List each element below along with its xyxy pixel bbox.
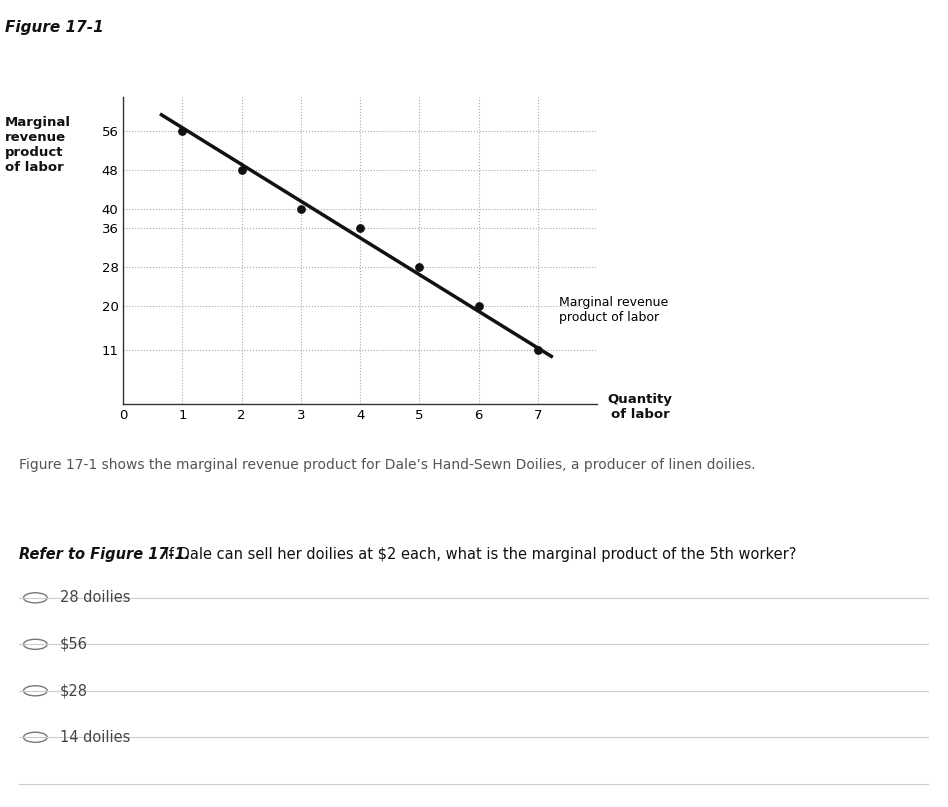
Text: If Dale can sell her doilies at $2 each, what is the marginal product of the 5th: If Dale can sell her doilies at $2 each,… (160, 547, 796, 562)
Text: Quantity
of labor: Quantity of labor (608, 393, 672, 421)
Text: Marginal revenue
product of labor: Marginal revenue product of labor (558, 296, 668, 324)
Text: $56: $56 (60, 637, 88, 652)
Point (471, 299, 486, 312)
Point (411, 261, 427, 274)
Point (234, 163, 249, 176)
Point (353, 222, 368, 235)
Text: Figure 17-1 shows the marginal revenue product for Dale’s Hand-Sewn Doilies, a p: Figure 17-1 shows the marginal revenue p… (19, 458, 756, 472)
Text: 14 doilies: 14 doilies (60, 730, 130, 745)
Point (294, 203, 309, 215)
Text: 28 doilies: 28 doilies (60, 591, 131, 605)
Text: Marginal
revenue
product
of labor: Marginal revenue product of labor (5, 116, 71, 174)
Text: Refer to Figure 17-1.: Refer to Figure 17-1. (19, 547, 191, 562)
Point (174, 124, 190, 137)
Text: $28: $28 (60, 684, 88, 698)
Point (531, 344, 546, 357)
Text: Figure 17-1: Figure 17-1 (5, 20, 103, 36)
